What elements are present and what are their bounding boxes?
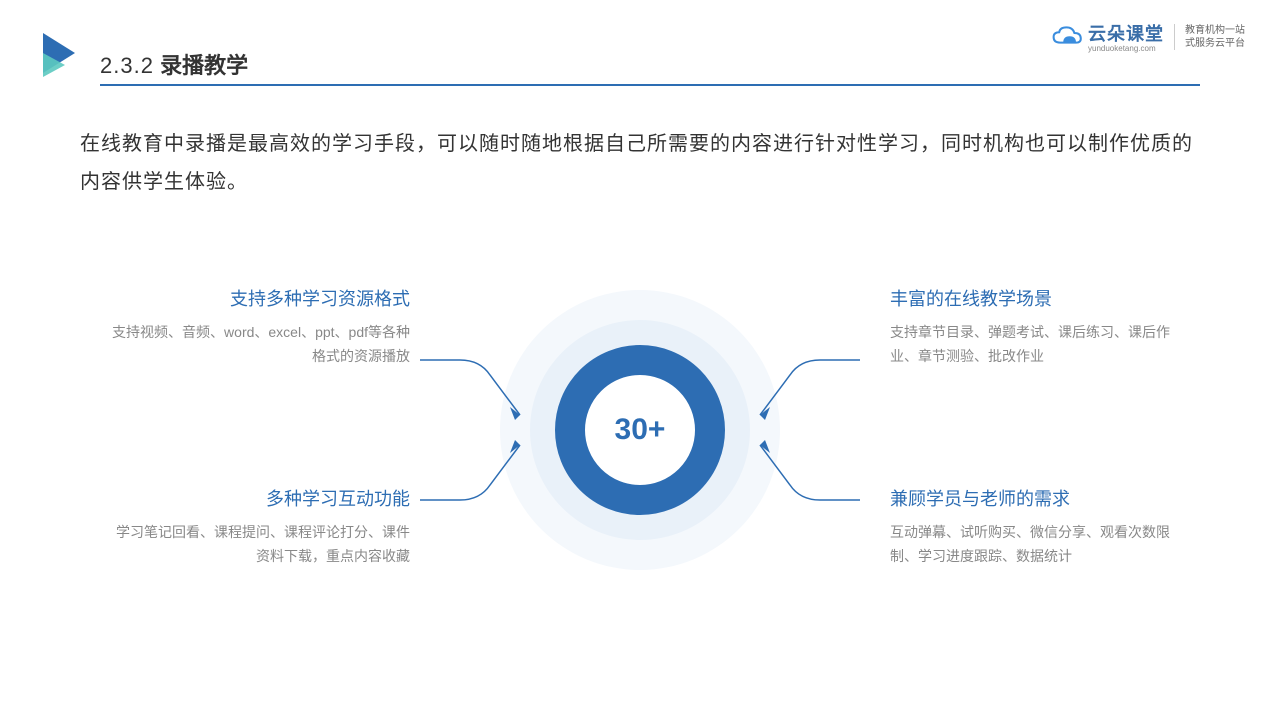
logo-slogan-line1: 教育机构一站 [1185,24,1245,37]
play-icon [35,28,85,83]
feature-desc: 学习笔记回看、课程提问、课程评论打分、课件资料下载，重点内容收藏 [110,521,410,569]
slide-header: 2.3.2 录播教学 云朵课堂 yunduoketang.com 教育机构一站 … [0,40,1280,95]
feature-title: 丰富的在线教学场景 [890,285,1190,311]
cloud-icon [1052,25,1084,49]
feature-diagram: 30+ 支持多种学习资源格式 支持视频、音频、word、excel、ppt、pd… [0,250,1280,670]
feature-desc: 支持视频、音频、word、excel、ppt、pdf等各种格式的资源播放 [110,321,410,369]
section-name: 录播教学 [160,53,248,78]
logo-slogan: 教育机构一站 式服务云平台 [1174,24,1245,50]
intro-paragraph: 在线教育中录播是最高效的学习手段，可以随时随地根据自己所需要的内容进行针对性学习… [80,125,1200,201]
logo-brand-text: 云朵课堂 [1088,20,1164,46]
section-number: 2.3.2 [100,53,154,78]
logo-domain-text: yunduoketang.com [1088,44,1164,53]
feature-desc: 支持章节目录、弹题考试、课后练习、课后作业、章节测验、批改作业 [890,321,1190,369]
center-value: 30+ [615,413,666,447]
title-underline [100,84,1200,86]
section-title: 2.3.2 录播教学 [100,48,248,80]
feature-title: 多种学习互动功能 [110,485,410,511]
feature-bottom-left: 多种学习互动功能 学习笔记回看、课程提问、课程评论打分、课件资料下载，重点内容收… [110,485,410,569]
feature-top-right: 丰富的在线教学场景 支持章节目录、弹题考试、课后练习、课后作业、章节测验、批改作… [890,285,1190,369]
logo-slogan-line2: 式服务云平台 [1185,37,1245,50]
feature-title: 支持多种学习资源格式 [110,285,410,311]
feature-top-left: 支持多种学习资源格式 支持视频、音频、word、excel、ppt、pdf等各种… [110,285,410,369]
feature-desc: 互动弹幕、试听购买、微信分享、观看次数限制、学习进度跟踪、数据统计 [890,521,1190,569]
brand-logo: 云朵课堂 yunduoketang.com 教育机构一站 式服务云平台 [1052,20,1245,53]
feature-bottom-right: 兼顾学员与老师的需求 互动弹幕、试听购买、微信分享、观看次数限制、学习进度跟踪、… [890,485,1190,569]
feature-title: 兼顾学员与老师的需求 [890,485,1190,511]
